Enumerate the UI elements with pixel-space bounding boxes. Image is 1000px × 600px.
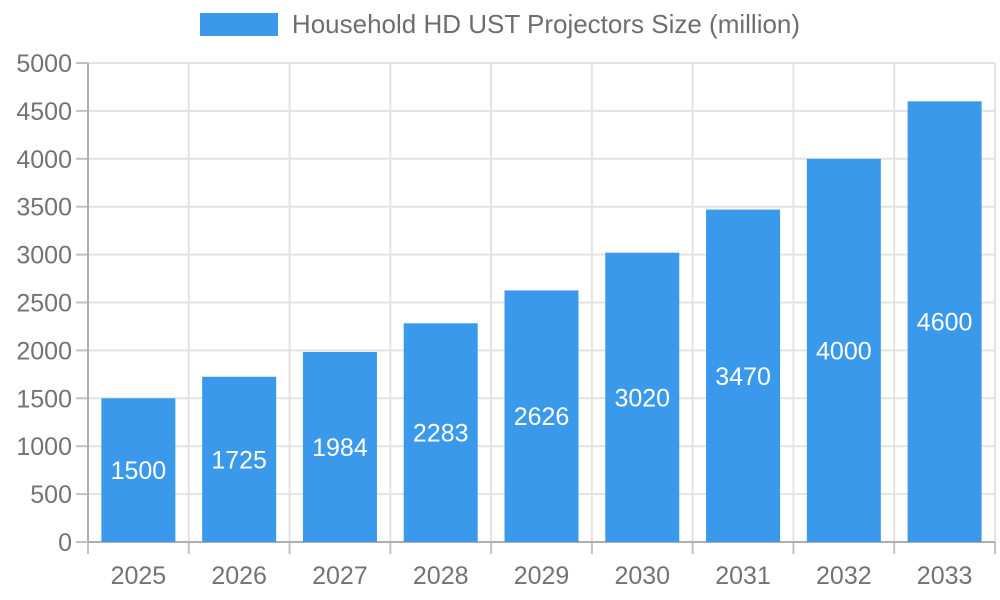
y-tick-label-1000: 1000: [16, 433, 72, 461]
y-tick-label-4000: 4000: [16, 146, 72, 174]
legend-item[interactable]: Household HD UST Projectors Size (millio…: [199, 8, 801, 40]
x-tick-label-2030: 2030: [614, 562, 670, 590]
x-tick-label-2029: 2029: [514, 562, 570, 590]
bar-2028: [403, 323, 478, 542]
y-tick-label-0: 0: [58, 529, 72, 557]
bar-2029: [504, 290, 579, 542]
bar-2031: [706, 209, 781, 542]
y-tick-label-1500: 1500: [16, 385, 72, 413]
bar-2032: [806, 158, 881, 543]
bar-label-2029: 2626: [514, 403, 570, 431]
bar-label-2026: 1725: [211, 446, 267, 474]
bar-2033: [907, 101, 982, 542]
bar-label-2027: 1984: [312, 434, 368, 462]
x-tick-label-2031: 2031: [715, 562, 771, 590]
legend-label: Household HD UST Projectors Size (millio…: [291, 8, 801, 39]
legend-swatch-icon: [199, 12, 278, 36]
legend: Household HD UST Projectors Size (millio…: [0, 0, 1000, 48]
y-tick-label-3000: 3000: [16, 242, 72, 270]
bar-label-2028: 2283: [413, 420, 469, 448]
bar-label-2033: 4600: [917, 309, 973, 337]
x-tick-label-2027: 2027: [312, 562, 368, 590]
x-tick-label-2028: 2028: [413, 562, 469, 590]
y-tick-label-2500: 2500: [16, 290, 72, 318]
x-tick-label-2026: 2026: [211, 562, 267, 590]
bar-2025: [101, 398, 176, 542]
bar-label-2025: 1500: [111, 457, 167, 485]
y-tick-label-2000: 2000: [16, 337, 72, 365]
x-tick-label-2032: 2032: [816, 562, 872, 590]
x-tick-label-2025: 2025: [111, 562, 167, 590]
y-tick-label-5000: 5000: [16, 50, 72, 78]
bar-2030: [605, 252, 680, 542]
y-tick-label-3500: 3500: [16, 194, 72, 222]
bar-label-2032: 4000: [816, 337, 872, 365]
y-tick-label-500: 500: [30, 481, 72, 509]
x-tick-label-2033: 2033: [917, 562, 973, 590]
bar-2026: [202, 376, 277, 542]
bar-2027: [302, 351, 377, 542]
bar-label-2031: 3470: [715, 363, 771, 391]
bar-label-2030: 3020: [614, 384, 670, 412]
y-tick-label-4500: 4500: [16, 98, 72, 126]
